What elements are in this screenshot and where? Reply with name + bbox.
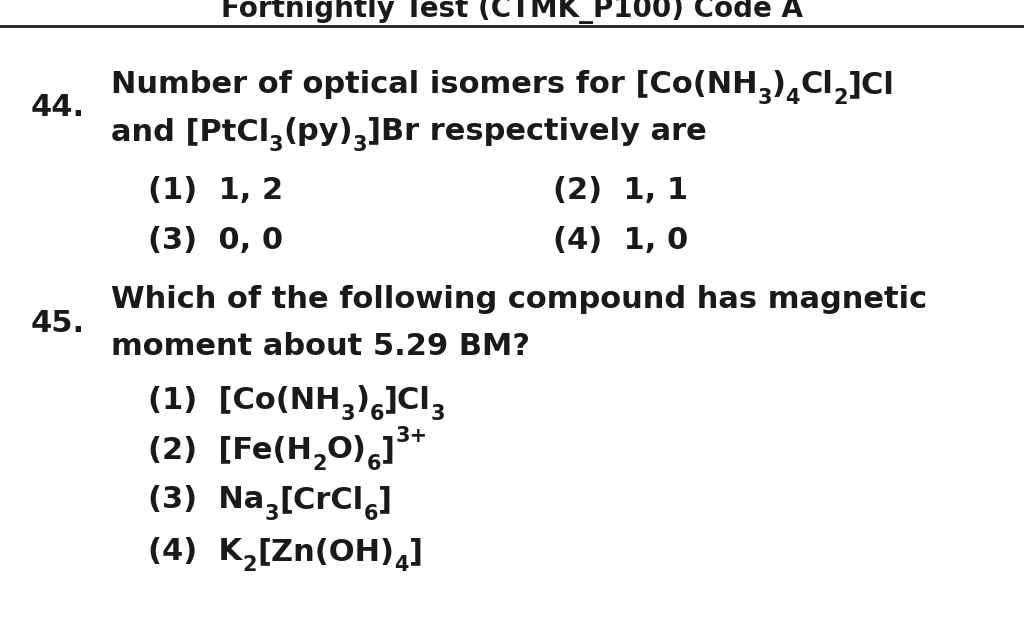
Text: 3: 3 [269,135,284,155]
Text: moment about 5.29 BM?: moment about 5.29 BM? [111,332,529,361]
Text: Number of optical isomers for [Co(NH: Number of optical isomers for [Co(NH [111,70,757,99]
Text: Cl: Cl [800,70,833,99]
Text: 4: 4 [394,555,409,575]
Text: ]Br respectively are: ]Br respectively are [368,117,708,146]
Text: (4)  1, 0: (4) 1, 0 [553,226,688,255]
Text: [CrCl: [CrCl [280,486,364,514]
Text: 45.: 45. [31,309,85,338]
Text: (2)  1, 1: (2) 1, 1 [553,176,688,205]
Text: ): ) [355,386,370,414]
Text: 3: 3 [757,88,772,108]
Text: (4)  K: (4) K [148,537,243,566]
Text: 3: 3 [265,504,280,524]
Text: 3+: 3+ [395,426,427,446]
Text: 2: 2 [312,454,327,474]
Text: Which of the following compound has magnetic: Which of the following compound has magn… [111,286,927,314]
Text: O): O) [327,436,367,464]
Text: (2)  [Fe(H: (2) [Fe(H [148,436,312,464]
Text: ]Cl: ]Cl [848,70,894,99]
Text: (3)  Na: (3) Na [148,486,265,514]
Text: ]: ] [378,486,392,514]
Text: (3)  0, 0: (3) 0, 0 [148,226,284,255]
Text: ): ) [772,70,785,99]
Text: (1)  1, 2: (1) 1, 2 [148,176,284,205]
Text: 4: 4 [785,88,800,108]
Text: 6: 6 [370,404,384,424]
Text: ]Cl: ]Cl [384,386,431,414]
Text: [Zn(OH): [Zn(OH) [257,537,394,566]
Text: Fortnightly Test (CTMK_P100) Code A: Fortnightly Test (CTMK_P100) Code A [221,0,803,24]
Text: 2: 2 [243,555,257,575]
Text: 6: 6 [367,454,381,474]
Text: (1)  [Co(NH: (1) [Co(NH [148,386,341,414]
Text: 44.: 44. [31,93,85,122]
Text: ]: ] [409,537,423,566]
Text: 3: 3 [341,404,355,424]
Text: (py): (py) [284,117,353,146]
Text: ]: ] [381,436,395,464]
Text: 3: 3 [353,135,368,155]
Text: and [PtCl: and [PtCl [111,117,269,146]
Text: 3: 3 [431,404,445,424]
Text: 2: 2 [833,88,848,108]
Text: 6: 6 [364,504,378,524]
